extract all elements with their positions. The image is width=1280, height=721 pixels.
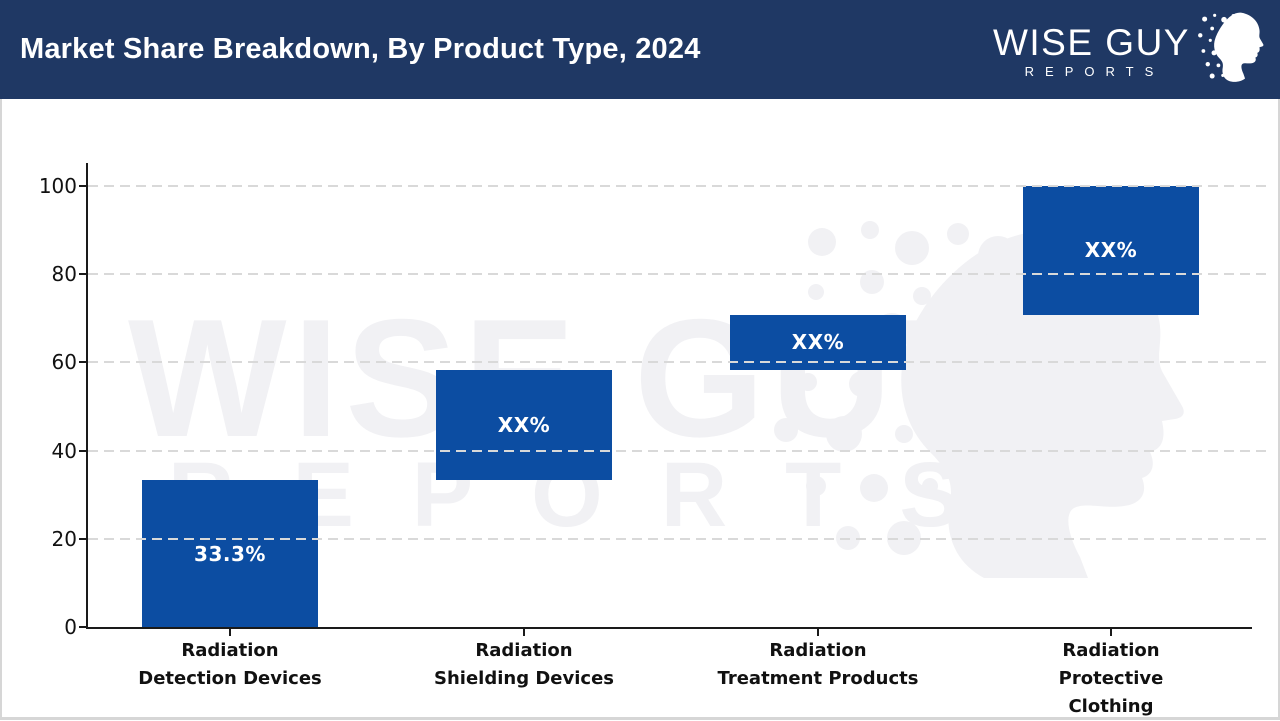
y-tick-label: 40 bbox=[51, 438, 77, 463]
gridline bbox=[88, 537, 1272, 540]
page-title: Market Share Breakdown, By Product Type,… bbox=[20, 33, 701, 65]
bar-segment bbox=[1023, 186, 1199, 315]
y-tick-label: 20 bbox=[51, 526, 77, 551]
y-tick-label: 80 bbox=[51, 262, 77, 287]
bar-value-label: XX% bbox=[497, 413, 551, 438]
y-tick-mark bbox=[79, 626, 86, 628]
gridline bbox=[88, 273, 1272, 276]
y-axis-line bbox=[86, 163, 88, 629]
y-tick-label: 60 bbox=[51, 350, 77, 375]
x-category-label-line: Radiation bbox=[475, 640, 573, 661]
x-category-label: Radiation Treatment Products bbox=[688, 637, 948, 693]
brand-logo: WISE GUY REPORTS bbox=[993, 8, 1266, 94]
x-category-label-line: Radiation bbox=[769, 640, 867, 661]
y-tick-label: 0 bbox=[64, 615, 77, 639]
bar-segment bbox=[730, 314, 906, 370]
brand-head-icon bbox=[1198, 12, 1264, 82]
y-tick-mark bbox=[79, 185, 86, 187]
x-tick-mark bbox=[523, 629, 525, 636]
x-tick-mark bbox=[229, 629, 231, 636]
x-category-label: Radiation Detection Devices bbox=[100, 637, 360, 693]
x-category-label-line: Protective bbox=[1058, 668, 1164, 689]
x-category-label-line: Clothing bbox=[1068, 696, 1154, 717]
header-bar: Market Share Breakdown, By Product Type,… bbox=[0, 0, 1280, 99]
gridline bbox=[88, 449, 1272, 452]
y-tick-mark bbox=[79, 361, 86, 364]
bar-value-label: XX% bbox=[791, 330, 845, 355]
x-tick-mark bbox=[1110, 629, 1112, 636]
brand-wordmark: WISE GUY bbox=[992, 21, 1190, 63]
x-category-label-line: Radiation bbox=[181, 640, 279, 661]
bar-value-label: 33.3% bbox=[194, 541, 266, 566]
bar-segment bbox=[436, 369, 612, 481]
watermark-head-logo bbox=[764, 221, 1184, 578]
gridline bbox=[88, 185, 1272, 187]
x-category-label: Radiation Protective Clothing bbox=[981, 637, 1241, 721]
x-tick-mark bbox=[817, 629, 819, 636]
bar-value-label: XX% bbox=[1084, 238, 1138, 263]
x-category-label-line: Shielding Devices bbox=[434, 668, 614, 689]
x-category-label-line: Treatment Products bbox=[717, 668, 919, 689]
y-tick-mark bbox=[79, 537, 86, 540]
bar-segment bbox=[142, 480, 318, 627]
x-category-label-line: Detection Devices bbox=[138, 668, 322, 689]
x-axis-line bbox=[86, 627, 1252, 629]
y-tick-mark bbox=[79, 449, 86, 452]
watermark-face-silhouette bbox=[901, 231, 1184, 578]
x-category-label: Radiation Shielding Devices bbox=[394, 637, 654, 693]
brand-subtext: REPORTS bbox=[1024, 63, 1165, 79]
x-category-label-line: Radiation bbox=[1062, 640, 1160, 661]
gridline bbox=[88, 361, 1272, 364]
y-tick-label: 100 bbox=[38, 174, 77, 198]
y-tick-mark bbox=[79, 273, 86, 276]
